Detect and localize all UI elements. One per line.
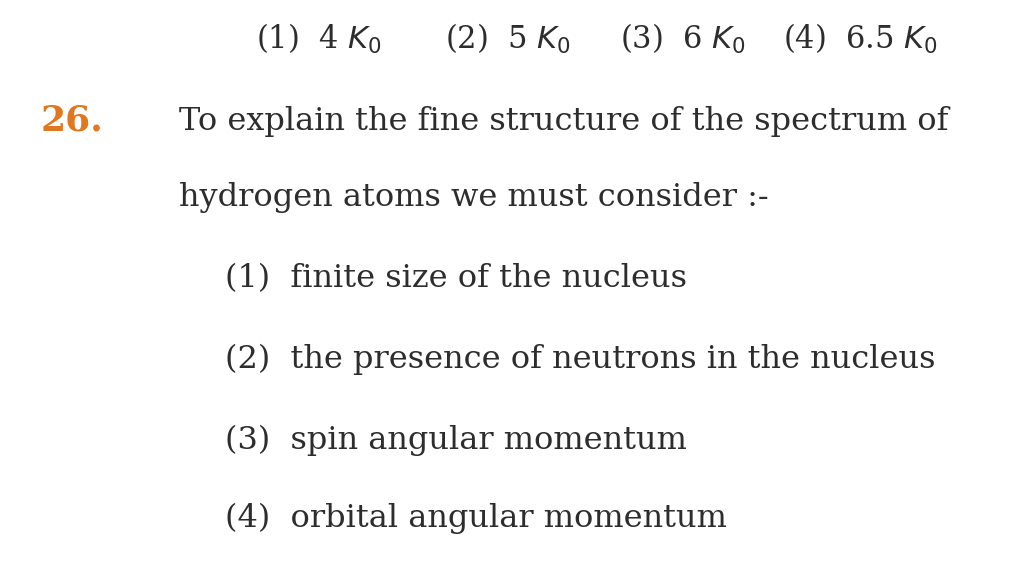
Text: (3)  spin angular momentum: (3) spin angular momentum — [225, 424, 687, 456]
Text: (1)  4 $K_0$: (1) 4 $K_0$ — [256, 22, 382, 56]
Text: To explain the fine structure of the spectrum of: To explain the fine structure of the spe… — [179, 107, 948, 137]
Text: (1)  finite size of the nucleus: (1) finite size of the nucleus — [225, 263, 687, 294]
Text: (2)  the presence of neutrons in the nucleus: (2) the presence of neutrons in the nucl… — [225, 343, 936, 375]
Text: (2)  5 $K_0$: (2) 5 $K_0$ — [445, 22, 571, 56]
Text: (3)  6 $K_0$: (3) 6 $K_0$ — [620, 22, 745, 56]
Text: (4)  orbital angular momentum: (4) orbital angular momentum — [225, 503, 727, 534]
Text: hydrogen atoms we must consider :-: hydrogen atoms we must consider :- — [179, 182, 769, 212]
Text: 26.: 26. — [41, 103, 103, 137]
Text: (4)  6.5 $K_0$: (4) 6.5 $K_0$ — [783, 22, 938, 56]
